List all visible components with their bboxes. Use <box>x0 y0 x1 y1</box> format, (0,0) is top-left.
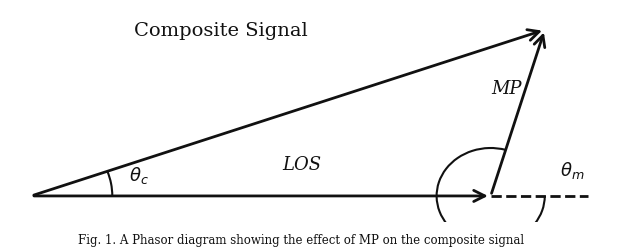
Text: MP: MP <box>491 80 522 98</box>
Text: Composite Signal: Composite Signal <box>134 22 307 40</box>
Text: Fig. 1. A Phasor diagram showing the effect of MP on the composite signal: Fig. 1. A Phasor diagram showing the eff… <box>78 234 525 247</box>
Text: LOS: LOS <box>282 156 321 174</box>
Text: $\theta_m$: $\theta_m$ <box>559 160 584 181</box>
Text: $\theta_c$: $\theta_c$ <box>129 165 149 186</box>
